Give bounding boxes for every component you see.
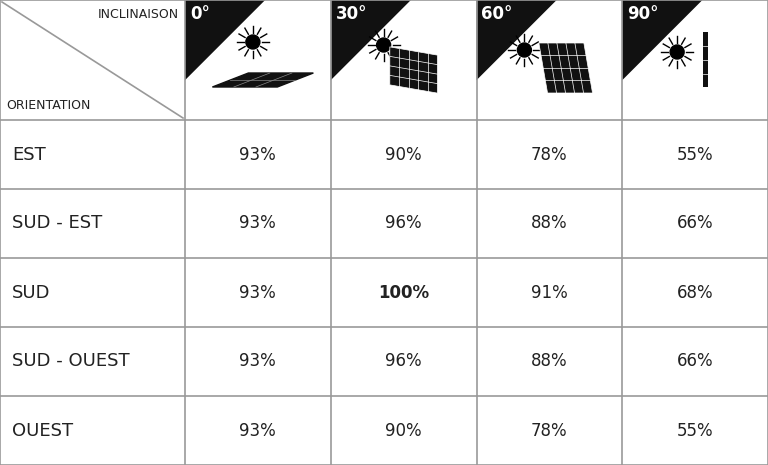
- Polygon shape: [185, 0, 265, 80]
- Polygon shape: [331, 0, 411, 80]
- Text: 88%: 88%: [531, 352, 568, 371]
- Text: EST: EST: [12, 146, 46, 164]
- Circle shape: [246, 35, 260, 49]
- Text: INCLINAISON: INCLINAISON: [98, 8, 179, 21]
- Polygon shape: [213, 73, 313, 87]
- Text: 90%: 90%: [386, 421, 422, 439]
- Text: 88%: 88%: [531, 214, 568, 232]
- Text: 93%: 93%: [240, 352, 276, 371]
- Bar: [703, 33, 707, 87]
- Text: ORIENTATION: ORIENTATION: [6, 99, 91, 112]
- Text: 78%: 78%: [531, 146, 568, 164]
- Text: 55%: 55%: [677, 421, 713, 439]
- Text: SUD: SUD: [12, 284, 51, 301]
- Text: 93%: 93%: [240, 214, 276, 232]
- Text: 90%: 90%: [386, 146, 422, 164]
- Text: 100%: 100%: [378, 284, 429, 301]
- Text: 78%: 78%: [531, 421, 568, 439]
- Text: 30°: 30°: [336, 5, 367, 23]
- Polygon shape: [390, 47, 438, 93]
- Text: 66%: 66%: [677, 214, 713, 232]
- Text: 96%: 96%: [386, 352, 422, 371]
- Text: 55%: 55%: [677, 146, 713, 164]
- Text: 60°: 60°: [482, 5, 513, 23]
- Text: SUD - EST: SUD - EST: [12, 214, 102, 232]
- Text: 93%: 93%: [240, 421, 276, 439]
- Text: 96%: 96%: [386, 214, 422, 232]
- Polygon shape: [539, 43, 593, 93]
- Circle shape: [376, 38, 391, 52]
- Text: 93%: 93%: [240, 284, 276, 301]
- Text: 93%: 93%: [240, 146, 276, 164]
- Text: 0°: 0°: [190, 5, 210, 23]
- Text: 68%: 68%: [677, 284, 713, 301]
- Text: OUEST: OUEST: [12, 421, 73, 439]
- Polygon shape: [476, 0, 557, 80]
- Circle shape: [670, 45, 684, 59]
- Text: 66%: 66%: [677, 352, 713, 371]
- Text: 90°: 90°: [627, 5, 659, 23]
- Text: 91%: 91%: [531, 284, 568, 301]
- Polygon shape: [622, 0, 703, 80]
- Text: SUD - OUEST: SUD - OUEST: [12, 352, 130, 371]
- Circle shape: [518, 43, 531, 57]
